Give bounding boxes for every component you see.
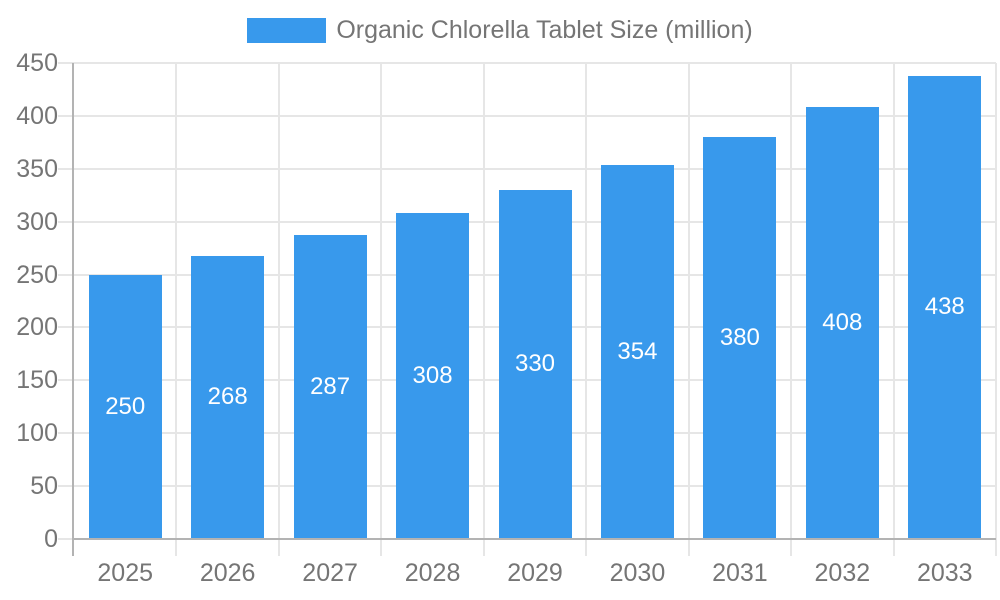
bar-2025[interactable]: [88, 274, 162, 539]
x-axis-label-2030: 2030: [609, 559, 666, 587]
x-axis-label-2027: 2027: [302, 559, 358, 587]
gridline-x-6: [687, 63, 690, 556]
x-axis-label-2025: 2025: [97, 559, 154, 587]
y-axis-label-450: 450: [16, 49, 58, 77]
x-axis-label-2032: 2032: [814, 559, 871, 587]
x-axis-label-2033: 2033: [916, 559, 973, 587]
bar-2029[interactable]: [498, 189, 572, 539]
y-axis-label-200: 200: [16, 313, 58, 342]
x-axis-line: [74, 538, 996, 540]
bar-value-label-2027: 287: [310, 373, 351, 401]
y-axis-label-250: 250: [16, 260, 58, 289]
bar-2028[interactable]: [396, 213, 470, 539]
gridline-x-1: [175, 63, 178, 556]
bar-value-label-2028: 308: [412, 362, 453, 390]
y-axis-label-300: 300: [16, 207, 58, 236]
gridline-x-9: [995, 63, 997, 556]
bar-value-label-2026: 268: [207, 383, 248, 411]
bar-2032[interactable]: [805, 107, 879, 539]
chart-legend: Organic Chlorella Tablet Size (million): [0, 18, 1000, 43]
y-axis-label-400: 400: [16, 101, 58, 130]
gridline-x-3: [380, 63, 383, 556]
y-axis-label-0: 0: [44, 525, 58, 553]
gridline-y-350: [58, 167, 996, 170]
legend-series-label: Organic Chlorella Tablet Size (million): [336, 16, 753, 44]
bar-2026[interactable]: [191, 255, 265, 539]
y-axis-label-100: 100: [16, 419, 58, 448]
gridline-x-4: [482, 63, 485, 556]
gridline-x-8: [892, 63, 895, 556]
bar-value-label-2031: 380: [719, 324, 760, 352]
bar-value-label-2030: 354: [617, 337, 658, 365]
x-axis-label-2031: 2031: [712, 559, 768, 587]
gridline-y-450: [58, 62, 996, 64]
gridline-x-7: [790, 63, 793, 556]
gridline-x-5: [585, 63, 588, 556]
bar-value-label-2029: 330: [514, 350, 556, 378]
bar-value-label-2033: 438: [924, 293, 965, 321]
gridline-y-400: [58, 114, 996, 117]
y-axis-line: [72, 63, 74, 556]
y-axis-label-50: 50: [30, 472, 58, 501]
bar-2030[interactable]: [600, 164, 674, 539]
legend-color-swatch: [247, 18, 327, 43]
x-axis-label-2026: 2026: [199, 559, 256, 587]
gridline-x-2: [277, 63, 280, 556]
bar-2031[interactable]: [703, 137, 777, 539]
x-axis-label-2029: 2029: [507, 559, 563, 587]
bar-value-label-2032: 408: [822, 309, 863, 337]
bar-2033[interactable]: [908, 75, 982, 539]
x-axis-label-2028: 2028: [404, 559, 461, 587]
bar-value-label-2025: 250: [105, 392, 146, 420]
bar-2027[interactable]: [293, 235, 367, 539]
y-axis-label-150: 150: [16, 366, 58, 395]
y-axis-label-350: 350: [16, 154, 58, 183]
